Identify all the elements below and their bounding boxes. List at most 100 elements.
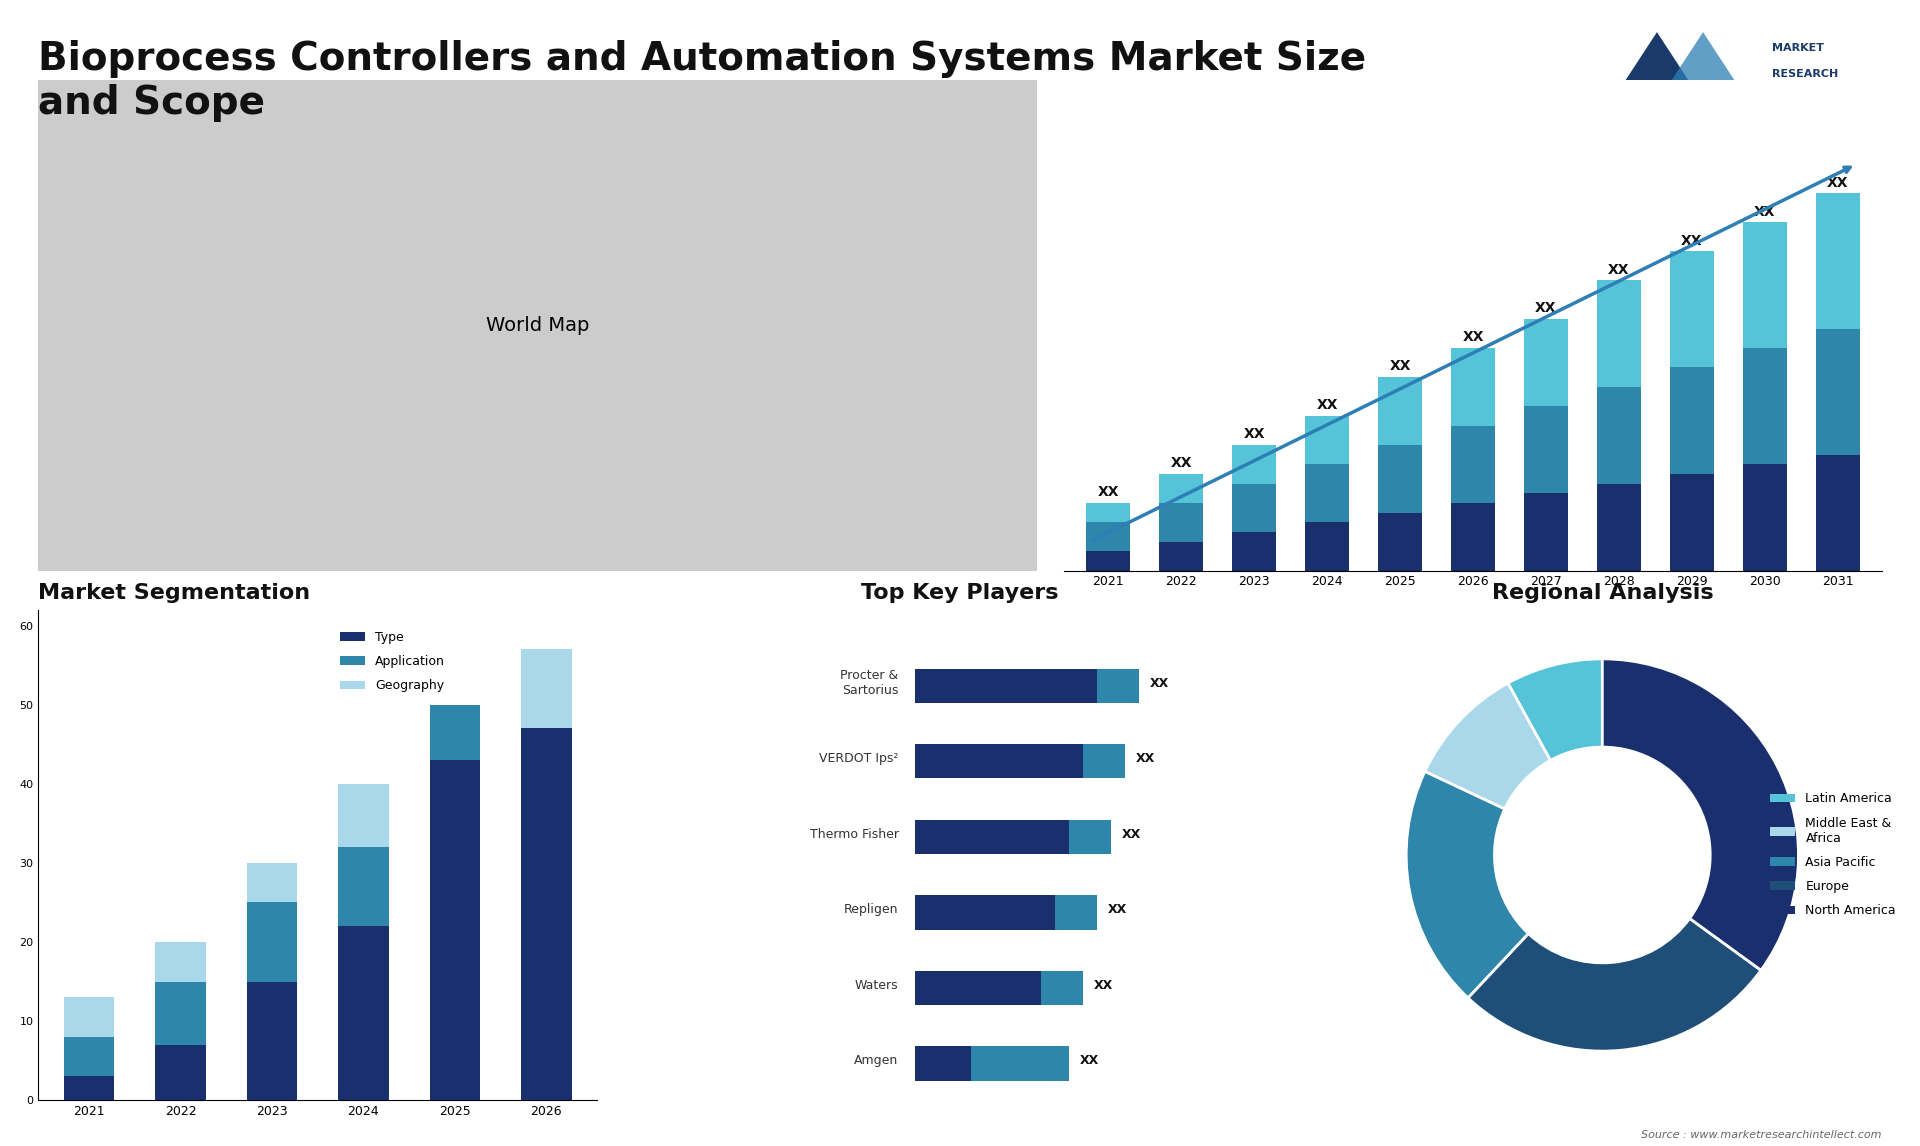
Wedge shape — [1603, 659, 1799, 971]
Bar — [1816, 455, 1860, 571]
Text: XX: XX — [1108, 903, 1127, 917]
Bar — [1083, 744, 1125, 778]
Text: Source : www.marketresearchintellect.com: Source : www.marketresearchintellect.com — [1642, 1130, 1882, 1140]
Text: XX: XX — [1121, 827, 1140, 841]
Bar — [1816, 194, 1860, 329]
Bar — [156, 1045, 205, 1100]
Text: Repligen: Repligen — [845, 903, 899, 917]
Bar — [1524, 319, 1569, 406]
Polygon shape — [1599, 32, 1715, 120]
Wedge shape — [1405, 771, 1528, 998]
Text: VERDOT Ips²: VERDOT Ips² — [820, 753, 899, 766]
Text: Waters: Waters — [854, 979, 899, 992]
Bar — [520, 650, 572, 729]
Text: RESEARCH: RESEARCH — [1772, 70, 1839, 79]
Wedge shape — [1469, 918, 1761, 1051]
Bar — [1306, 523, 1350, 571]
Bar — [430, 760, 480, 1100]
Bar — [916, 971, 1041, 1005]
Bar — [1233, 484, 1277, 532]
Bar — [1524, 406, 1569, 493]
Bar — [1160, 503, 1204, 542]
Text: XX: XX — [1755, 204, 1776, 219]
Bar — [520, 729, 572, 1100]
Bar — [916, 819, 1069, 854]
Text: XX: XX — [1390, 360, 1411, 374]
Bar — [916, 744, 1083, 778]
Bar — [1379, 445, 1423, 512]
Legend: Latin America, Middle East &
Africa, Asia Pacific, Europe, North America: Latin America, Middle East & Africa, Asi… — [1766, 787, 1901, 923]
Bar — [1306, 464, 1350, 523]
Text: World Map: World Map — [486, 316, 589, 335]
Bar — [1160, 473, 1204, 503]
Text: XX: XX — [1171, 456, 1192, 470]
Bar — [1816, 329, 1860, 455]
Bar — [1670, 251, 1715, 368]
Text: INTELLECT: INTELLECT — [1772, 96, 1837, 105]
Bar — [63, 1076, 113, 1100]
Text: XX: XX — [1609, 262, 1630, 276]
Bar — [1087, 551, 1131, 571]
Text: XX: XX — [1317, 398, 1338, 411]
Bar — [1379, 512, 1423, 571]
Text: Bioprocess Controllers and Automation Systems Market Size
and Scope: Bioprocess Controllers and Automation Sy… — [38, 40, 1367, 123]
Bar — [1069, 819, 1112, 854]
Text: XX: XX — [1828, 175, 1849, 189]
Title: Top Key Players: Top Key Players — [862, 582, 1058, 603]
Bar — [156, 942, 205, 981]
Bar — [1306, 416, 1350, 464]
Bar — [972, 1046, 1069, 1081]
Text: XX: XX — [1244, 427, 1265, 441]
Bar — [430, 705, 480, 760]
Bar — [1087, 503, 1131, 523]
Polygon shape — [1645, 32, 1761, 120]
Bar — [1597, 484, 1642, 571]
Text: XX: XX — [1094, 979, 1114, 992]
Bar — [916, 1046, 972, 1081]
Bar — [248, 902, 298, 981]
Bar — [1670, 473, 1715, 571]
Bar — [1160, 542, 1204, 571]
Text: XX: XX — [1463, 330, 1484, 344]
Bar — [1743, 222, 1788, 348]
Bar — [1452, 425, 1496, 503]
Legend: Type, Application, Geography: Type, Application, Geography — [336, 626, 449, 698]
Bar — [1379, 377, 1423, 445]
Bar — [916, 895, 1054, 929]
Text: Thermo Fisher: Thermo Fisher — [810, 827, 899, 841]
Text: XX: XX — [1150, 677, 1169, 690]
Wedge shape — [1507, 659, 1603, 761]
Text: Procter &
Sartorius: Procter & Sartorius — [841, 669, 899, 698]
Title: Regional Analysis: Regional Analysis — [1492, 582, 1713, 603]
Bar — [1597, 281, 1642, 387]
Bar — [1233, 532, 1277, 571]
Text: XX: XX — [1536, 301, 1557, 315]
Bar — [1452, 503, 1496, 571]
Bar — [1096, 668, 1139, 702]
Bar — [1452, 348, 1496, 425]
Text: MARKET: MARKET — [1772, 44, 1824, 53]
Bar — [338, 784, 388, 847]
Bar — [1054, 895, 1096, 929]
Bar — [1743, 464, 1788, 571]
Bar — [248, 981, 298, 1100]
Bar — [1743, 348, 1788, 464]
Text: XX: XX — [1098, 485, 1119, 499]
Bar — [1087, 523, 1131, 551]
Text: XX: XX — [1682, 234, 1703, 248]
Bar — [1041, 971, 1083, 1005]
Bar — [63, 1037, 113, 1076]
Bar — [338, 847, 388, 926]
Bar — [338, 926, 388, 1100]
Bar — [63, 997, 113, 1037]
Bar — [1597, 387, 1642, 484]
Bar — [248, 863, 298, 902]
Bar — [1233, 445, 1277, 484]
Bar — [916, 668, 1096, 702]
Bar — [1524, 493, 1569, 571]
Text: Amgen: Amgen — [854, 1054, 899, 1067]
Bar — [1670, 368, 1715, 473]
Wedge shape — [1425, 683, 1549, 809]
Bar — [156, 981, 205, 1045]
Text: XX: XX — [1081, 1054, 1100, 1067]
